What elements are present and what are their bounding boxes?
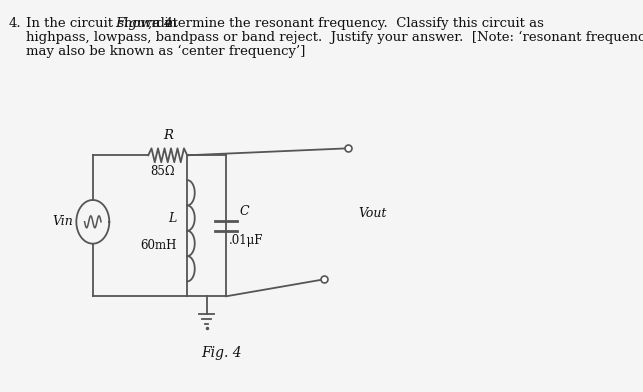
Text: Vin: Vin [53, 215, 73, 228]
Text: 4.: 4. [9, 17, 21, 30]
Text: 60mH: 60mH [140, 239, 177, 252]
Text: Fig. 4: Fig. 4 [201, 346, 242, 360]
Text: highpass, lowpass, bandpass or band reject.  Justify your answer.  [Note: ‘reson: highpass, lowpass, bandpass or band reje… [26, 31, 643, 44]
Text: Vout: Vout [359, 207, 387, 220]
Text: 85Ω: 85Ω [150, 165, 175, 178]
Text: , determine the resonant frequency.  Classify this circuit as: , determine the resonant frequency. Clas… [147, 17, 543, 30]
Text: In the circuit shown in: In the circuit shown in [26, 17, 181, 30]
Text: Figure 4: Figure 4 [115, 17, 173, 30]
Text: .01μF: .01μF [228, 234, 263, 247]
Text: L: L [168, 212, 177, 225]
Text: R: R [163, 129, 173, 142]
Text: may also be known as ‘center frequency’]: may also be known as ‘center frequency’] [26, 45, 305, 58]
Text: C: C [240, 205, 249, 218]
